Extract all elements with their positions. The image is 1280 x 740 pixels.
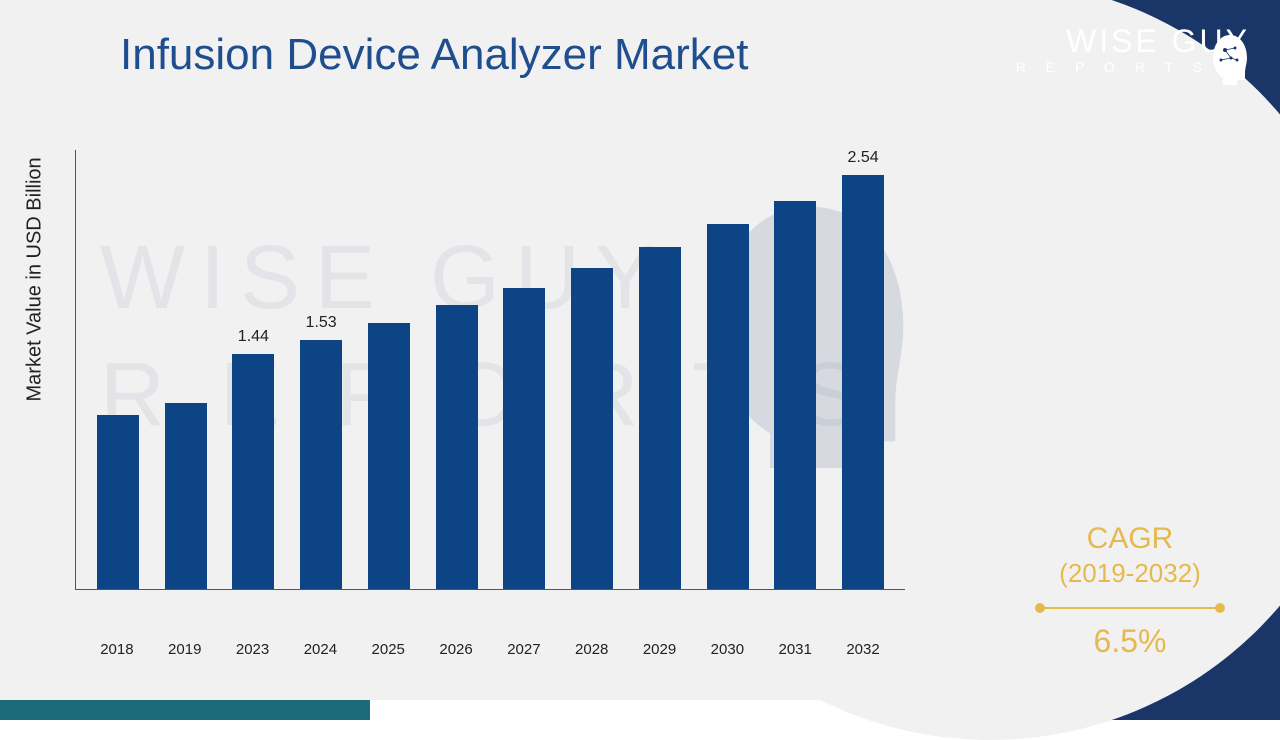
bar <box>368 323 410 589</box>
bar <box>571 268 613 589</box>
bar-group <box>427 279 487 589</box>
x-tick-label: 2023 <box>223 641 283 658</box>
x-tick-label: 2018 <box>87 641 147 658</box>
bar-group: 2.54 <box>833 149 893 589</box>
bottom-accent-bar <box>0 700 370 720</box>
x-tick-label: 2029 <box>630 641 690 658</box>
cagr-title: CAGR <box>1020 522 1240 556</box>
bar <box>503 288 545 589</box>
x-tick-label: 2019 <box>155 641 215 658</box>
bar <box>97 415 139 589</box>
x-tick-label: 2027 <box>494 641 554 658</box>
bar-group <box>698 198 758 589</box>
bar-chart: Market Value in USD Billion 1.441.532.54… <box>45 150 915 630</box>
bar <box>774 201 816 589</box>
bar-group <box>359 297 419 589</box>
chart-title: Infusion Device Analyzer Market <box>120 30 749 80</box>
bar-group <box>630 221 690 589</box>
bar <box>436 305 478 589</box>
bar-value-label: 1.44 <box>238 328 269 348</box>
cagr-range: (2019-2032) <box>1020 558 1240 589</box>
bar-group <box>562 242 622 589</box>
bar-group <box>156 377 216 589</box>
x-tick-label: 2031 <box>765 641 825 658</box>
y-axis-label: Market Value in USD Billion <box>24 157 47 401</box>
bar <box>165 403 207 589</box>
bar <box>707 224 749 589</box>
bar-group <box>494 262 554 589</box>
cagr-value: 6.5% <box>1020 623 1240 660</box>
plot-area: 1.44 1.53 2.54 <box>75 150 905 590</box>
bar-value-label: 1.53 <box>306 314 337 334</box>
x-tick-label: 2024 <box>290 641 350 658</box>
bar-value-label: 2.54 <box>848 149 879 169</box>
bar-group <box>765 175 825 589</box>
bar <box>300 340 342 589</box>
x-tick-label: 2030 <box>697 641 757 658</box>
x-axis-labels: 2018 2019 2023 2024 2025 2026 2027 2028 2029 2030… <box>75 641 905 658</box>
x-tick-label: 2028 <box>562 641 622 658</box>
bar <box>232 354 274 589</box>
bar-group <box>88 389 148 589</box>
bar <box>639 247 681 589</box>
brand-logo: WISE GUY R E P O R T S <box>1016 25 1250 75</box>
bars-container: 1.44 1.53 2.54 <box>76 150 905 589</box>
bar-group: 1.53 <box>291 314 351 589</box>
logo-line2: R E P O R T S <box>1016 59 1210 75</box>
bar <box>842 175 884 589</box>
cagr-divider-line <box>1040 607 1220 609</box>
x-tick-label: 2025 <box>358 641 418 658</box>
bar-group: 1.44 <box>223 328 283 589</box>
cagr-block: CAGR (2019-2032) 6.5% <box>1020 522 1240 660</box>
logo-head-icon <box>1205 30 1255 90</box>
x-tick-label: 2026 <box>426 641 486 658</box>
x-tick-label: 2032 <box>833 641 893 658</box>
